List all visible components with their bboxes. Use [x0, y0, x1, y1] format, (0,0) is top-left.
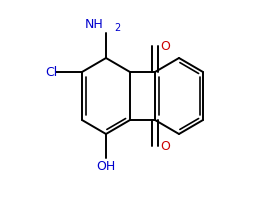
Text: NH: NH	[85, 18, 104, 31]
Text: O: O	[160, 139, 170, 152]
Text: O: O	[160, 39, 170, 53]
Text: Cl: Cl	[46, 65, 58, 78]
Text: 2: 2	[114, 23, 120, 33]
Text: OH: OH	[96, 160, 116, 173]
